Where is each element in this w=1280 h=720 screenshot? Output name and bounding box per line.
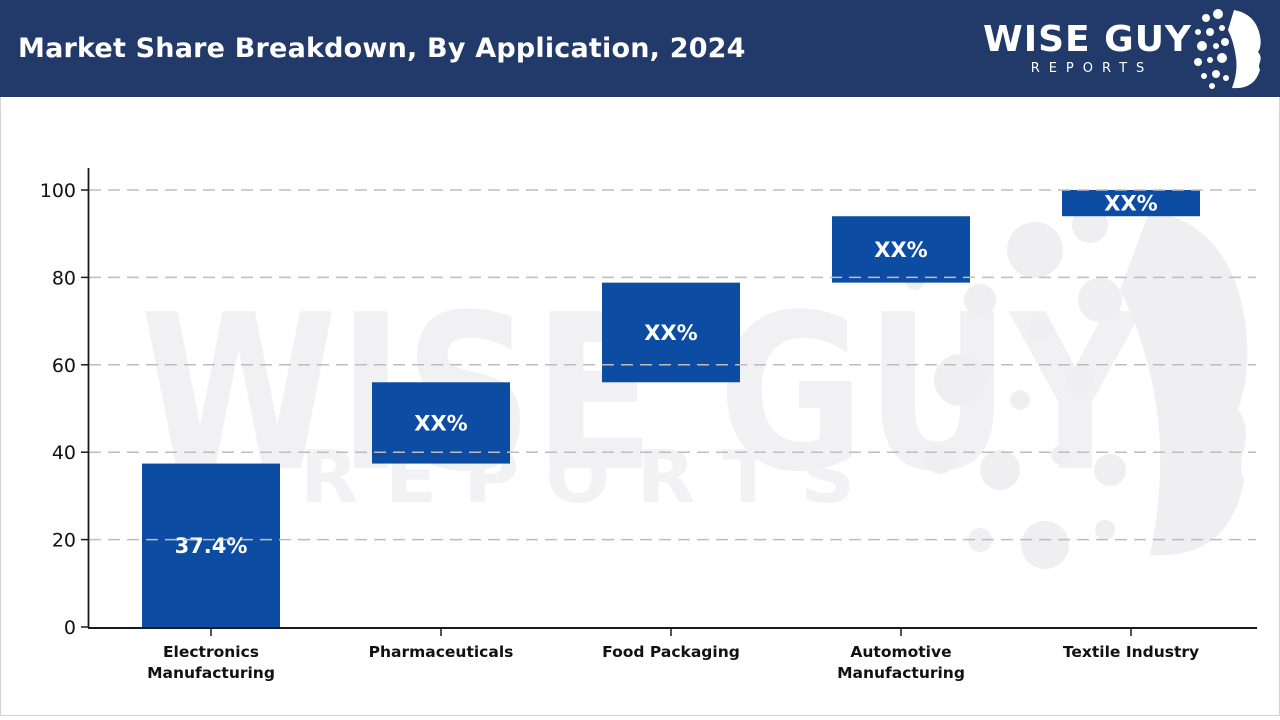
header-bar: Market Share Breakdown, By Application, … <box>0 0 1280 97</box>
bar-food-packaging <box>602 282 740 383</box>
y-tick-label: 80 <box>52 267 76 289</box>
bar-textile-industry <box>1062 190 1200 217</box>
page-title: Market Share Breakdown, By Application, … <box>18 33 746 64</box>
ticks-layer: 0 20 40 60 80 100 Electronics Manufacturing Phar… <box>40 180 1199 682</box>
bar-pharmaceuticals <box>372 382 510 464</box>
y-tick-label: 0 <box>64 617 76 639</box>
wiseguy-face-icon <box>1194 8 1261 89</box>
x-category-label: Textile Industry <box>1063 643 1199 661</box>
bar-automotive-manufacturing <box>832 216 970 283</box>
x-category-label: Automotive Manufacturing <box>837 643 965 682</box>
bar-value-label: 37.4% <box>175 534 248 558</box>
y-tick-label: 20 <box>52 530 76 552</box>
y-tick-label: 60 <box>52 355 76 377</box>
x-category-label: Electronics Manufacturing <box>147 643 275 682</box>
bars-layer: 37.4% XX% XX% XX% XX% <box>142 190 1200 627</box>
axes <box>87 168 1257 629</box>
bar-value-label: XX% <box>874 238 927 262</box>
wiseguy-logo: WISE GUY REPORTS <box>983 6 1280 92</box>
gridlines <box>89 189 1256 541</box>
bar-value-label: XX% <box>644 321 697 345</box>
y-tick-label: 40 <box>52 442 76 464</box>
watermark: WISE GUY R E P O R T S <box>140 207 1248 569</box>
bar-electronics-manufacturing <box>142 463 280 627</box>
bar-value-label: XX% <box>1104 192 1157 216</box>
x-category-label: Food Packaging <box>602 643 740 661</box>
logo-reports-text: REPORTS <box>1030 61 1154 76</box>
watermark-face-icon <box>905 207 1248 569</box>
y-tick-label: 100 <box>40 180 76 202</box>
bar-value-label: XX% <box>414 411 467 435</box>
x-category-label: Pharmaceuticals <box>369 643 514 661</box>
logo-wiseguy-text: WISE GUY <box>982 19 1192 60</box>
